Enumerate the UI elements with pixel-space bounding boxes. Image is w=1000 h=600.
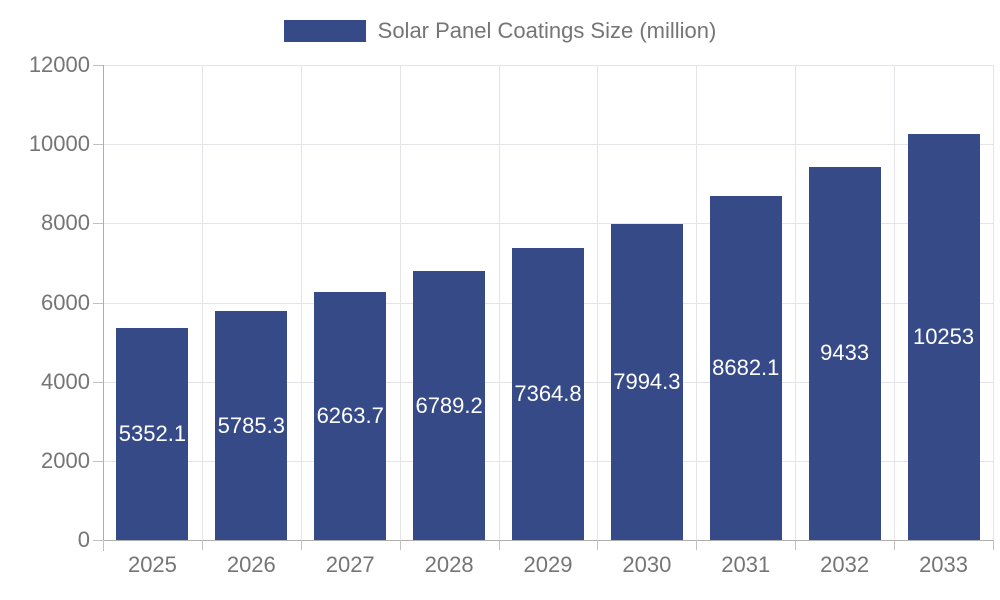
bar-value-label: 7994.3 — [613, 368, 681, 394]
v-gridline — [498, 65, 500, 540]
x-axis-label: 2028 — [424, 552, 474, 577]
bar-value-label: 7364.8 — [514, 381, 582, 407]
x-axis-label: 2025 — [127, 552, 177, 577]
y-axis-tick — [93, 223, 103, 225]
bar-2028: 6789.2 — [413, 271, 486, 540]
bar-2029: 7364.8 — [512, 248, 584, 540]
bar-value-label: 5352.1 — [118, 421, 187, 447]
y-axis-label: 6000 — [41, 289, 90, 315]
bar-value-label: 9433 — [820, 340, 870, 366]
y-axis-tick — [93, 540, 103, 541]
bar-value-label: 10253 — [912, 324, 975, 350]
x-axis-tick — [795, 540, 797, 550]
h-gridline — [103, 144, 993, 146]
x-axis-tick — [103, 540, 104, 550]
bar-2031: 8682.1 — [709, 196, 782, 540]
y-axis-tick — [93, 144, 103, 146]
x-axis-label: 2029 — [523, 552, 573, 577]
v-gridline — [597, 65, 599, 540]
v-gridline — [795, 65, 797, 540]
x-axis-label: 2033 — [919, 552, 969, 577]
v-gridline — [696, 65, 698, 540]
bar-2027: 6263.7 — [314, 292, 387, 540]
x-axis-label: 2026 — [226, 552, 276, 577]
bar-2033: 10253 — [907, 134, 980, 540]
x-axis-label: 2032 — [820, 552, 870, 577]
x-axis-tick — [993, 540, 994, 550]
bar-value-label: 6789.2 — [415, 392, 483, 418]
y-axis-label: 4000 — [41, 368, 90, 394]
y-axis-label: 2000 — [41, 447, 90, 473]
legend-label: Solar Panel Coatings Size (million) — [377, 18, 717, 43]
x-axis-line — [103, 540, 994, 541]
v-gridline — [399, 65, 401, 540]
legend[interactable]: Solar Panel Coatings Size (million) — [0, 17, 1000, 45]
v-gridline — [894, 65, 896, 540]
h-gridline — [103, 65, 993, 66]
x-axis-label: 2027 — [325, 552, 375, 577]
v-gridline — [300, 65, 302, 540]
y-axis-label: 12000 — [28, 52, 90, 77]
y-axis-label: 0 — [77, 527, 90, 552]
v-gridline — [201, 65, 203, 540]
h-gridline — [103, 223, 993, 225]
y-axis-tick — [93, 381, 103, 383]
legend-swatch — [283, 20, 366, 42]
x-axis-tick — [300, 540, 302, 550]
plot-area: 5352.1 5785.3 6263.7 6789.2 7364.8 7994.3 8682… — [103, 65, 994, 540]
y-axis-tick — [93, 65, 103, 66]
x-axis-tick — [894, 540, 896, 550]
x-axis-tick — [201, 540, 203, 550]
bar-2032: 9433 — [808, 166, 881, 540]
x-axis-label: 2030 — [622, 552, 672, 577]
y-axis-label: 10000 — [28, 131, 90, 157]
bar-2030: 7994.3 — [610, 223, 683, 540]
y-axis-tick — [93, 302, 103, 304]
bar-value-label: 8682.1 — [712, 355, 780, 381]
bar-value-label: 5785.3 — [217, 412, 285, 438]
v-gridline — [993, 65, 994, 540]
y-axis-line — [103, 65, 104, 551]
y-axis-label: 8000 — [41, 210, 90, 236]
bar-2026: 5785.3 — [215, 311, 288, 540]
bar-value-label: 6263.7 — [316, 403, 384, 429]
x-axis-tick — [498, 540, 500, 550]
bar-2025: 5352.1 — [116, 328, 189, 540]
x-axis-tick — [399, 540, 401, 550]
x-axis-label: 2031 — [721, 552, 771, 577]
x-axis-tick — [696, 540, 698, 550]
y-axis-tick — [93, 460, 103, 462]
x-axis-tick — [597, 540, 599, 550]
